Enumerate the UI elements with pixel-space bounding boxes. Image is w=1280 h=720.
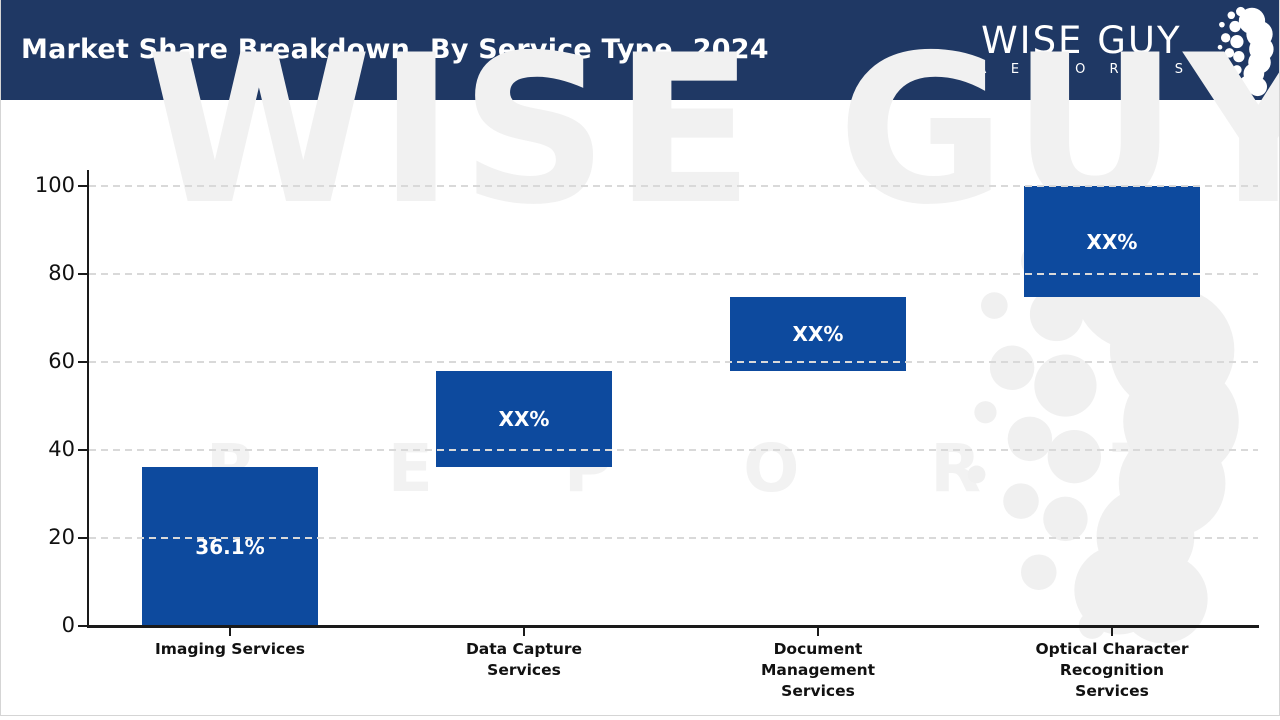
- chart-area: WISE GUY R E P O R T S 0 20 40 60 80 100 36.1%…: [1, 12, 1280, 715]
- category-label: Data Capture Services: [465, 640, 583, 679]
- gridline: [89, 273, 1258, 275]
- y-tick-mark: [78, 185, 87, 187]
- logo-reports-line: R E P O R T S: [977, 62, 1193, 77]
- x-axis-line: [87, 625, 1259, 628]
- page-title: Market Share Breakdown, By Service Type,…: [21, 34, 769, 65]
- y-tick-mark: [78, 273, 87, 275]
- y-tick-mark: [78, 449, 87, 451]
- y-tick-mark: [78, 625, 87, 627]
- gridline: [89, 449, 1258, 451]
- x-tick-mark: [523, 628, 525, 636]
- y-tick-label: 80: [48, 261, 75, 285]
- x-tick-mark: [1111, 628, 1113, 636]
- bar: XX%: [1024, 186, 1200, 298]
- y-tick-mark: [78, 537, 87, 539]
- bar-value-label: XX%: [792, 322, 844, 347]
- gridline: [89, 537, 1258, 539]
- category-label: Document Management Services: [760, 640, 876, 700]
- bar-value-label: XX%: [498, 406, 550, 431]
- logo-wordmark: WISE GUY: [981, 19, 1182, 62]
- bar-value-label: XX%: [1086, 229, 1138, 254]
- logo-head-icon: [1216, 6, 1274, 97]
- bar: XX%: [730, 297, 906, 371]
- y-axis-line: [87, 170, 89, 627]
- x-tick-mark: [817, 628, 819, 636]
- gridline: [89, 185, 1258, 187]
- watermark-reports: R E P O R T S: [206, 430, 1280, 507]
- category-label: Optical Character Recognition Services: [1035, 640, 1189, 700]
- y-tick-mark: [78, 361, 87, 363]
- y-tick-label: 40: [48, 437, 75, 461]
- y-tick-label: 20: [48, 525, 75, 549]
- y-tick-label: 60: [48, 349, 75, 373]
- bar: 36.1%: [142, 467, 318, 626]
- wise-guy-logo: WISE GUY R E P O R T S: [970, 19, 1193, 78]
- y-tick-label: 0: [61, 613, 75, 637]
- x-tick-mark: [229, 628, 231, 636]
- gridline: [89, 361, 1258, 363]
- category-label: Imaging Services: [155, 640, 305, 658]
- header-bar: Market Share Breakdown, By Service Type,…: [1, 0, 1279, 100]
- bar: XX%: [436, 370, 612, 468]
- y-tick-label: 100: [34, 173, 75, 197]
